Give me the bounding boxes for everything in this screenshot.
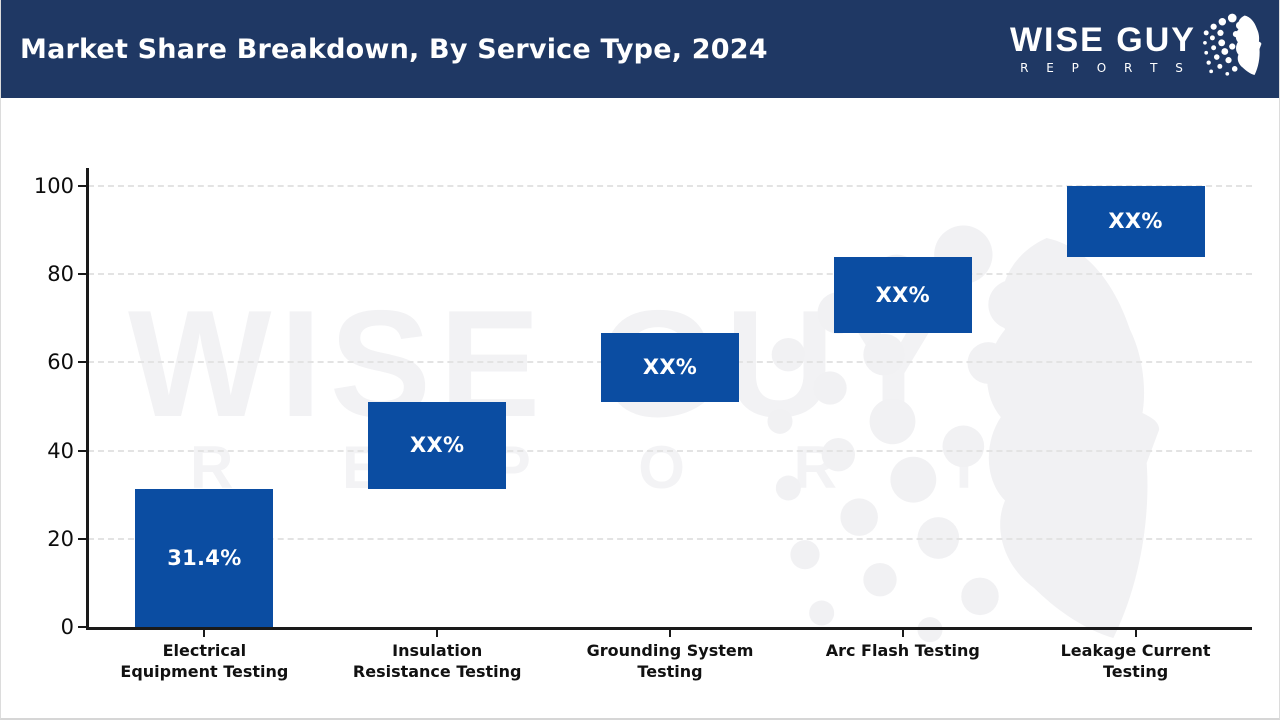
x-tick-label-1: Insulation Resistance Testing — [352, 641, 522, 681]
y-tick-mark-60 — [78, 361, 88, 364]
y-tick-mark-80 — [78, 273, 88, 276]
y-tick-mark-100 — [78, 185, 88, 187]
x-tick-mark-0 — [203, 629, 206, 637]
bar-value-label-0: 31.4% — [167, 545, 242, 570]
x-tick-label-0: Electrical Equipment Testing — [120, 641, 289, 681]
bar-3: XX% — [833, 256, 972, 333]
bar-0: 31.4% — [135, 488, 274, 627]
x-tick-mark-4 — [1134, 629, 1137, 637]
bar-value-label-4: XX% — [1108, 209, 1163, 234]
header-bar: Market Share Breakdown, By Service Type,… — [0, 0, 1280, 98]
gridline-20 — [88, 537, 1252, 540]
bar-1: XX% — [368, 402, 507, 489]
gridline-80 — [88, 273, 1252, 276]
page-title: Market Share Breakdown, By Service Type,… — [20, 33, 768, 65]
watermark-text: WISE GUY — [128, 279, 953, 449]
chart-area: WISE GUY R E P O R T S 0 20 40 60 80 100 31.4%… — [0, 98, 1280, 720]
y-tick-label-20: 20 — [47, 526, 74, 551]
x-axis-spine — [86, 627, 1252, 630]
y-tick-mark-0 — [78, 626, 88, 628]
bar-value-label-1: XX% — [410, 433, 465, 458]
gridline-100 — [88, 185, 1252, 187]
y-tick-label-40: 40 — [47, 438, 74, 463]
y-axis-spine — [86, 168, 89, 629]
x-tick-label-2: Grounding System Testing — [586, 641, 754, 681]
brand-logo: WISE GUY R E P O R T S — [1010, 8, 1262, 90]
y-tick-mark-20 — [78, 537, 88, 540]
y-tick-label-80: 80 — [47, 262, 74, 287]
bar-2: XX% — [601, 332, 739, 403]
x-tick-mark-3 — [901, 629, 904, 637]
x-tick-mark-1 — [436, 629, 439, 637]
gridline-40 — [88, 449, 1252, 452]
x-tick-mark-2 — [669, 629, 671, 637]
x-tick-label-3: Arc Flash Testing — [825, 641, 980, 660]
y-tick-mark-40 — [78, 449, 88, 452]
brand-name: WISE GUY — [1009, 21, 1196, 59]
y-tick-label-100: 100 — [33, 174, 74, 198]
brand-subtitle: R E P O R T S — [1020, 61, 1190, 75]
y-tick-label-60: 60 — [47, 350, 74, 375]
bar-4: XX% — [1066, 186, 1205, 257]
brand-wordmark: WISE GUY R E P O R T S — [1010, 23, 1196, 75]
wiseguy-head-icon — [1200, 8, 1262, 90]
y-tick-label-0: 0 — [60, 615, 74, 639]
bar-value-label-3: XX% — [875, 282, 930, 307]
bar-value-label-2: XX% — [642, 355, 698, 380]
x-tick-label-4: Leakage Current Testing — [1060, 641, 1211, 681]
